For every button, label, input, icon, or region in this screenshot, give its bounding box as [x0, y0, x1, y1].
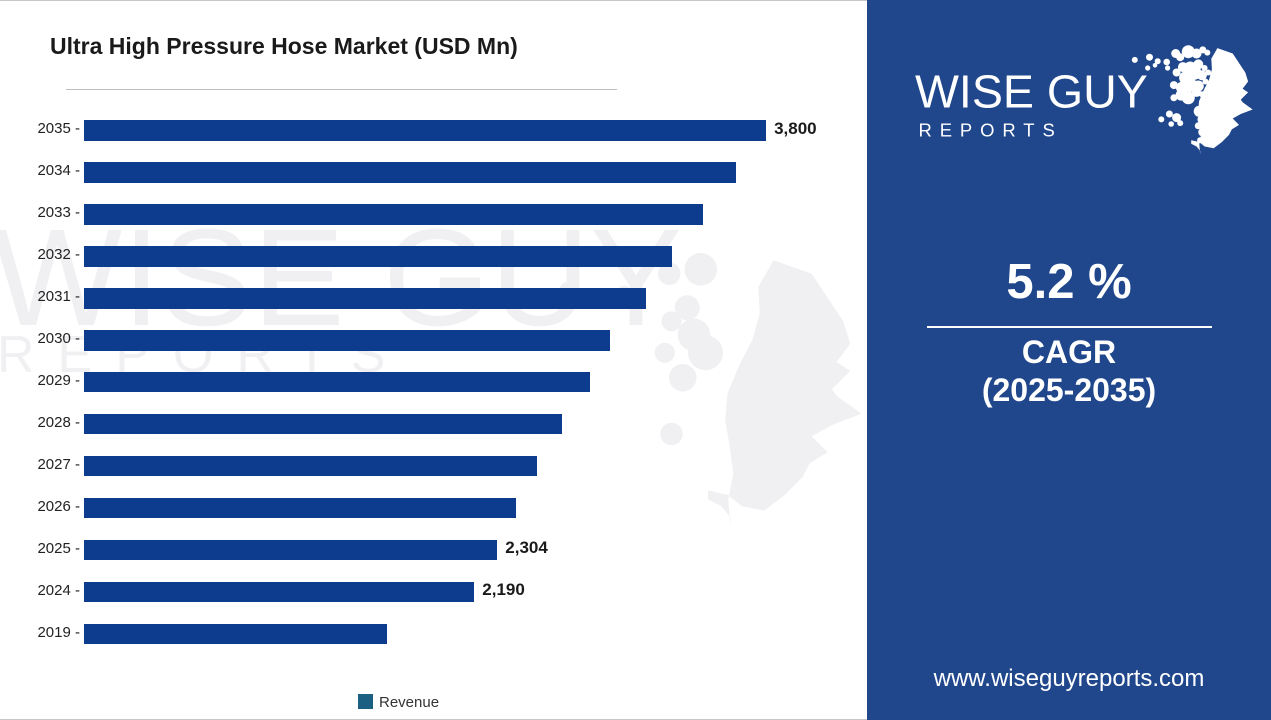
svg-text:REPORTS: REPORTS: [919, 120, 1063, 141]
